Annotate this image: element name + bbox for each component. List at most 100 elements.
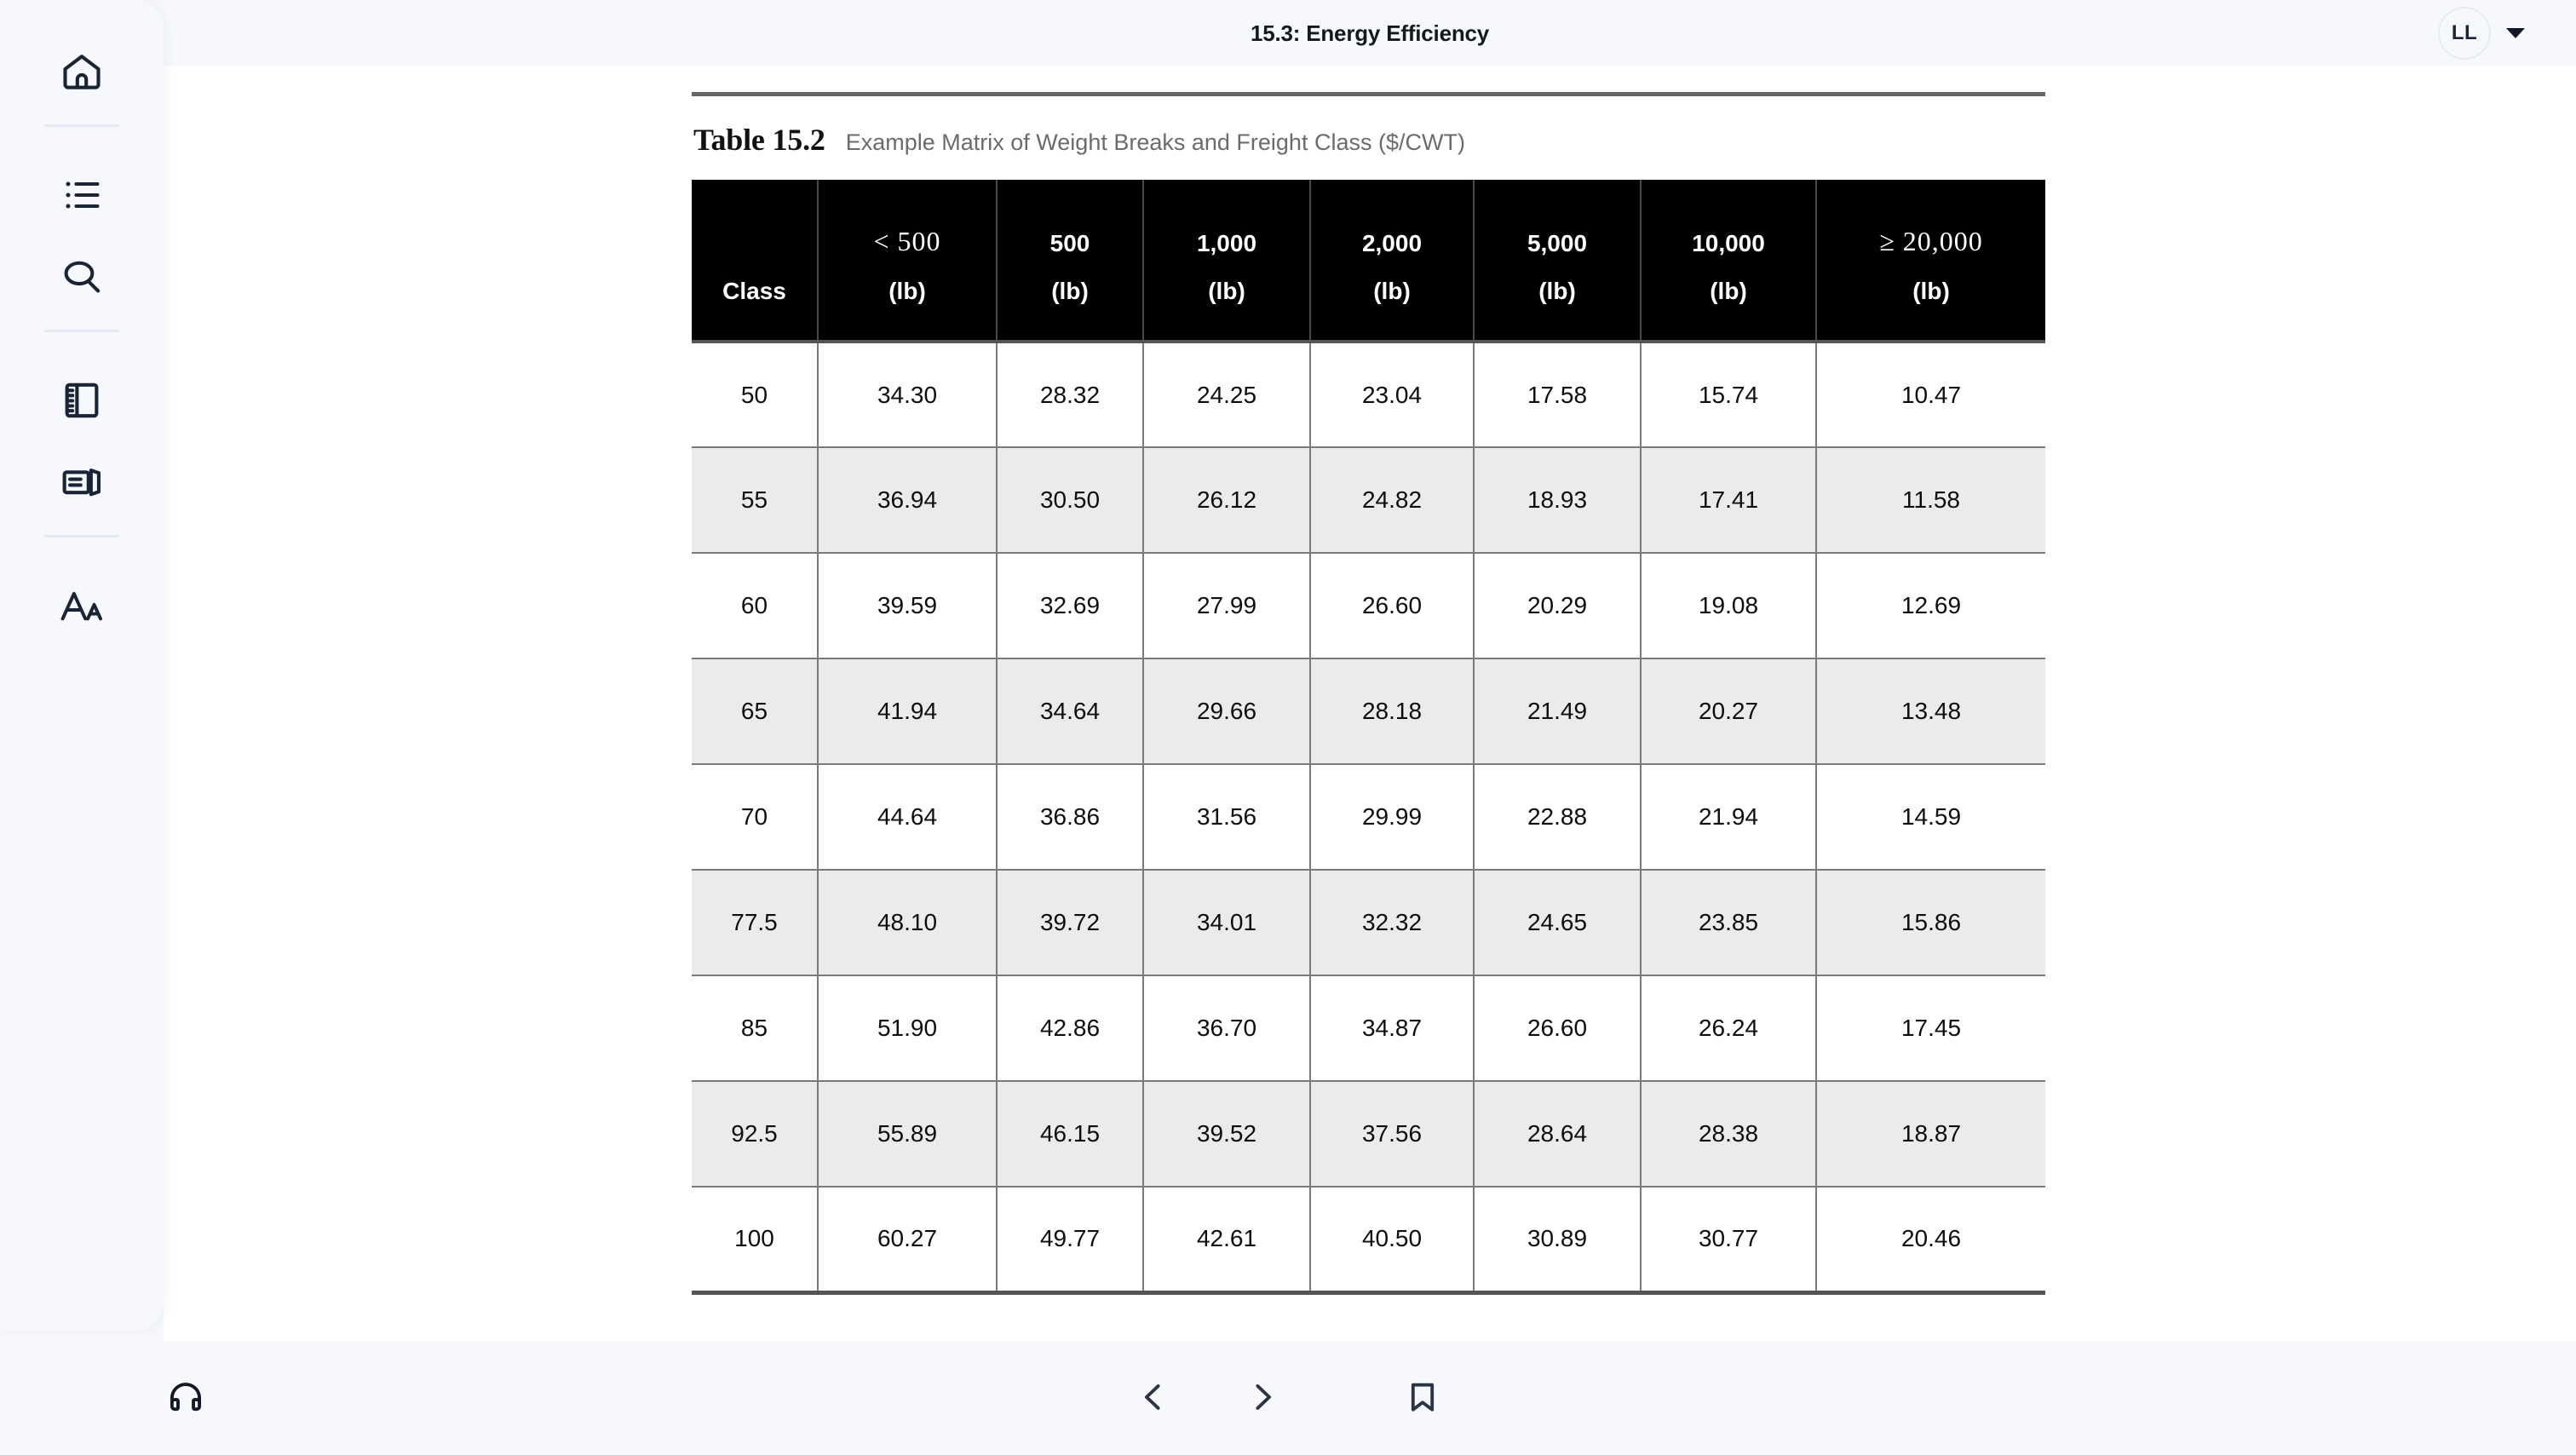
- table-cell: 24.82: [1309, 447, 1474, 554]
- table-row: 92.5 55.89 46.15 39.52 37.56 28.64 28.38 18.87: [692, 1081, 2045, 1188]
- table-cell: 37.56: [1309, 1081, 1474, 1188]
- column-header-weight-break: 2,000 (lb): [1309, 180, 1474, 342]
- sidebar-divider-2: [44, 330, 119, 332]
- table-caption-text: Example Matrix of Weight Breaks and Frei…: [845, 129, 1465, 155]
- table-cell: 18.87: [1815, 1081, 2045, 1188]
- table-cell: 20.27: [1640, 658, 1816, 765]
- table-cell: 29.66: [1142, 658, 1310, 765]
- table-cell: 39.72: [996, 870, 1143, 976]
- table-cell: 42.86: [996, 975, 1143, 1082]
- sidebar-item-search[interactable]: [41, 236, 123, 318]
- table-row: 60 39.59 32.69 27.99 26.60 20.29 19.08 12.69: [692, 553, 2045, 659]
- sidebar-item-text-size[interactable]: [41, 565, 123, 647]
- table-cell: 23.85: [1640, 870, 1816, 976]
- table-cell: 31.56: [1142, 764, 1310, 871]
- column-header-class: Class: [692, 180, 818, 342]
- table-cell: 26.60: [1473, 975, 1641, 1082]
- table-cell: 28.32: [996, 340, 1143, 448]
- table-cell: 14.59: [1815, 764, 2045, 871]
- table-cell: 20.46: [1815, 1187, 2045, 1295]
- account-menu[interactable]: LL: [2438, 7, 2525, 60]
- table-row: 85 51.90 42.86 36.70 34.87 26.60 26.24 17.45: [692, 975, 2045, 1082]
- table-header-row: Class < 500 (lb) 500 (lb) 1,000 (lb): [692, 180, 2045, 342]
- column-header-weight-break: < 500 (lb): [817, 180, 997, 342]
- table-cell: 34.01: [1142, 870, 1310, 976]
- table-cell: 44.64: [817, 764, 997, 871]
- sidebar-item-home[interactable]: [41, 31, 123, 112]
- table-cell: 30.50: [996, 447, 1143, 554]
- column-header-weight-break: 10,000 (lb): [1640, 180, 1816, 342]
- table-cell: 34.64: [996, 658, 1143, 765]
- table-top-rule: [692, 92, 2045, 96]
- table-cell: 39.52: [1142, 1081, 1310, 1188]
- row-header-class: 92.5: [692, 1081, 818, 1188]
- table-cell: 24.65: [1473, 870, 1641, 976]
- document-body: Table 15.2 Example Matrix of Weight Brea…: [692, 92, 2045, 1295]
- row-header-class: 55: [692, 447, 818, 554]
- column-header-weight-break: 500 (lb): [996, 180, 1143, 342]
- column-header-weight-break: 1,000 (lb): [1142, 180, 1310, 342]
- table-cell: 49.77: [996, 1187, 1143, 1295]
- table-cell: 48.10: [817, 870, 997, 976]
- row-header-class: 70: [692, 764, 818, 871]
- bookmark-button[interactable]: [1390, 1366, 1455, 1431]
- row-header-class: 60: [692, 553, 818, 659]
- table-cell: 28.18: [1309, 658, 1474, 765]
- table-cell: 21.94: [1640, 764, 1816, 871]
- next-page-button[interactable]: [1230, 1366, 1295, 1431]
- table-cell: 40.50: [1309, 1187, 1474, 1295]
- sidebar-item-flashcards[interactable]: [41, 441, 123, 523]
- row-header-class: 100: [692, 1187, 818, 1295]
- notebook-icon: [60, 378, 104, 423]
- sidebar-item-contents[interactable]: [41, 154, 123, 236]
- table-body: 50 34.30 28.32 24.25 23.04 17.58 15.74 10.47 55 3…: [692, 340, 2045, 1295]
- table-cell: 13.48: [1815, 658, 2045, 765]
- sidebar-divider-1: [44, 124, 119, 127]
- table-cell: 34.30: [817, 340, 997, 448]
- table-caption-label: Table 15.2: [693, 123, 825, 157]
- freight-class-matrix-table: Class < 500 (lb) 500 (lb) 1,000 (lb): [692, 180, 2045, 1295]
- table-cell: 26.60: [1309, 553, 1474, 659]
- table-cell: 23.04: [1309, 340, 1474, 448]
- chevron-down-icon[interactable]: [2506, 28, 2525, 38]
- table-cell: 30.89: [1473, 1187, 1641, 1295]
- home-icon: [60, 49, 104, 94]
- table-row: 65 41.94 34.64 29.66 28.18 21.49 20.27 13.48: [692, 658, 2045, 765]
- table-cell: 55.89: [817, 1081, 997, 1188]
- table-cell: 10.47: [1815, 340, 2045, 448]
- table-cell: 32.32: [1309, 870, 1474, 976]
- table-cell: 18.93: [1473, 447, 1641, 554]
- previous-page-button[interactable]: [1121, 1366, 1186, 1431]
- table-cell: 26.12: [1142, 447, 1310, 554]
- table-cell: 36.70: [1142, 975, 1310, 1082]
- sidebar-item-notebook[interactable]: [41, 359, 123, 441]
- table-cell: 41.94: [817, 658, 997, 765]
- sidebar-divider-3: [44, 535, 119, 538]
- table-cell: 11.58: [1815, 447, 2045, 554]
- text-size-icon: [59, 583, 105, 629]
- table-cell: 19.08: [1640, 553, 1816, 659]
- chevron-left-icon: [1136, 1379, 1171, 1418]
- avatar[interactable]: LL: [2438, 7, 2491, 60]
- table-cell: 17.41: [1640, 447, 1816, 554]
- row-header-class: 65: [692, 658, 818, 765]
- list-icon: [60, 173, 104, 217]
- table-cell: 17.58: [1473, 340, 1641, 448]
- sidebar-rail: [0, 0, 164, 1331]
- table-cell: 20.29: [1473, 553, 1641, 659]
- listen-button[interactable]: [152, 1365, 220, 1433]
- table-row: 77.5 48.10 39.72 34.01 32.32 24.65 23.85 15.86: [692, 870, 2045, 976]
- reader-bottom-bar: [0, 1342, 2576, 1455]
- table-cell: 42.61: [1142, 1187, 1310, 1295]
- table-head: Class < 500 (lb) 500 (lb) 1,000 (lb): [692, 180, 2045, 342]
- table-cell: 28.38: [1640, 1081, 1816, 1188]
- table-cell: 36.94: [817, 447, 997, 554]
- flashcards-icon: [60, 460, 104, 504]
- chevron-right-icon: [1245, 1379, 1280, 1418]
- search-icon: [60, 255, 104, 299]
- table-caption: Table 15.2 Example Matrix of Weight Brea…: [692, 96, 2045, 180]
- table-cell: 21.49: [1473, 658, 1641, 765]
- headphones-icon: [166, 1377, 205, 1419]
- table-cell: 51.90: [817, 975, 997, 1082]
- table-row: 70 44.64 36.86 31.56 29.99 22.88 21.94 14.59: [692, 764, 2045, 871]
